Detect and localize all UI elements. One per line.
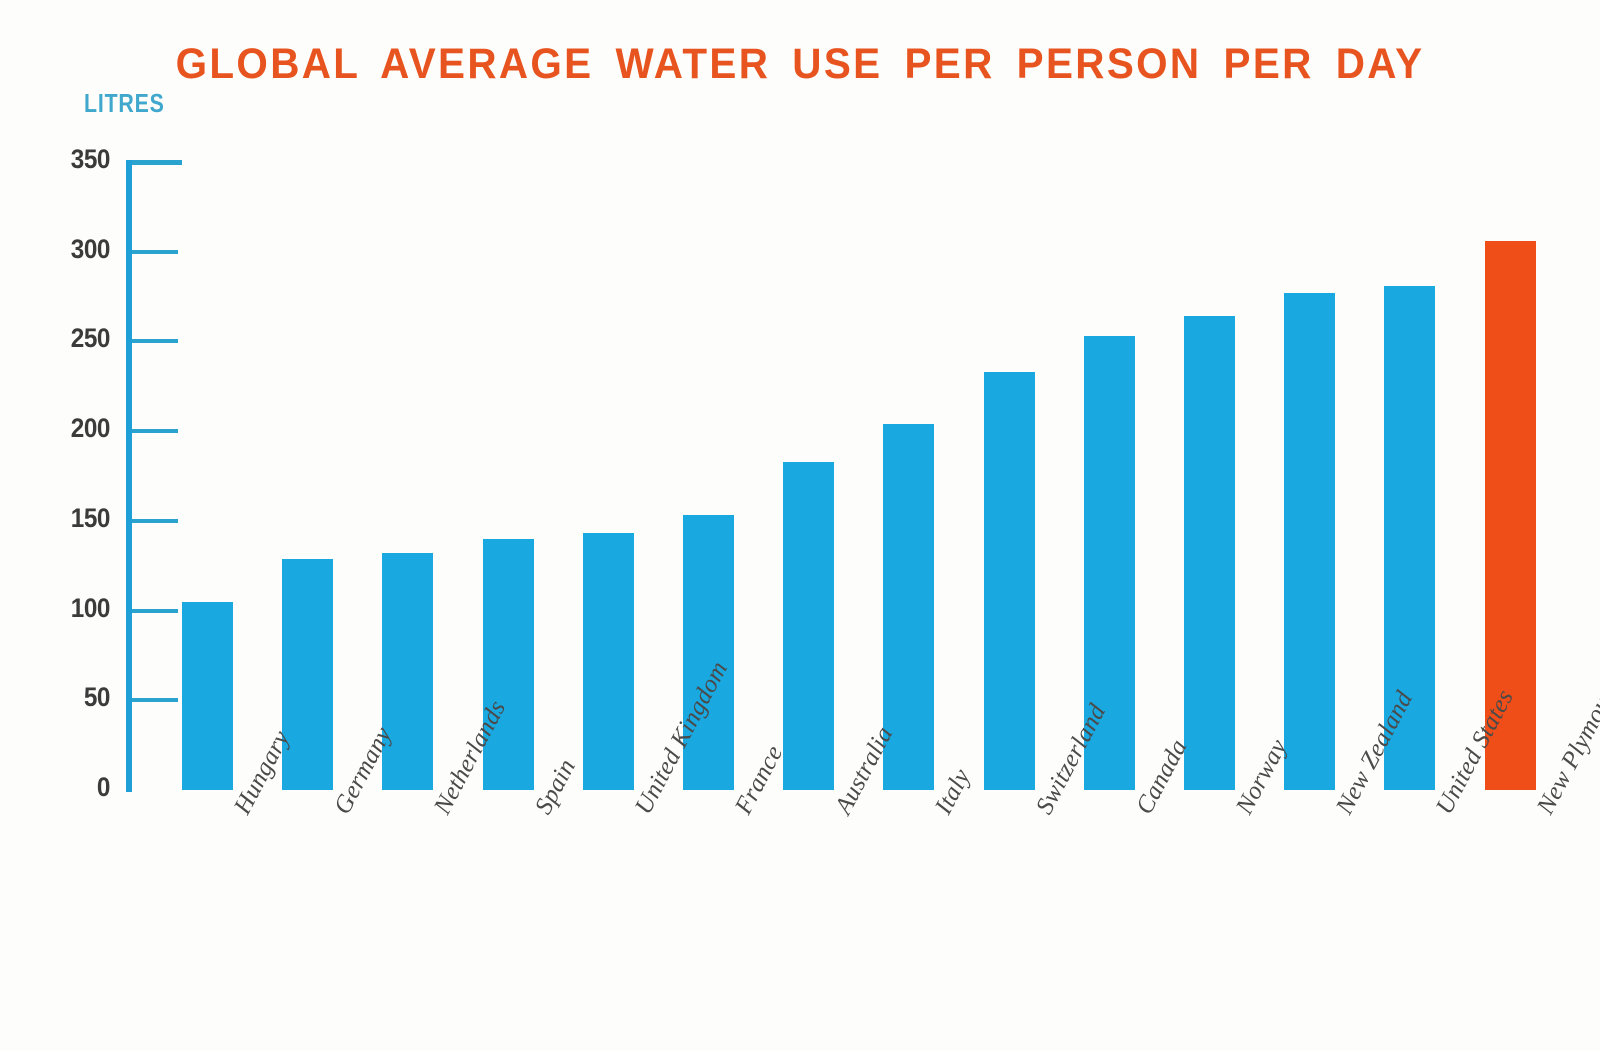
- bar-hungary[interactable]: [182, 601, 233, 790]
- y-axis-tick-label: 350: [70, 144, 111, 174]
- y-axis-tick-label: 250: [70, 323, 111, 354]
- y-axis-tick: [132, 249, 178, 254]
- bar-canada[interactable]: [1083, 336, 1135, 790]
- bar-netherlands[interactable]: [382, 553, 434, 790]
- y-axis-tick: [132, 698, 178, 703]
- y-axis-line: [126, 160, 132, 792]
- category-label-new-plymouth: New Plymouth: [1531, 674, 1600, 819]
- page-title: GLOBAL AVERAGE WATER USE PER PERSON PER …: [175, 40, 1425, 88]
- y-axis-tick: [132, 518, 178, 523]
- y-axis-tick: [132, 339, 178, 344]
- bar-australia[interactable]: [783, 461, 835, 790]
- category-label-italy: Italy: [930, 764, 977, 819]
- y-axis-tick-label: 200: [70, 413, 111, 444]
- bar-new-plymouth[interactable]: [1484, 240, 1536, 790]
- bar-united-kingdom[interactable]: [582, 533, 634, 790]
- bar-italy[interactable]: [883, 423, 935, 790]
- category-label-france: France: [730, 741, 789, 819]
- y-axis-tick: [132, 160, 182, 165]
- bar-spain[interactable]: [482, 538, 534, 790]
- bar-france[interactable]: [683, 515, 734, 790]
- y-axis-tick: [132, 608, 178, 613]
- category-label-spain: Spain: [529, 754, 581, 819]
- y-axis-tick-label: 150: [70, 502, 111, 533]
- bar-switzerland[interactable]: [983, 371, 1035, 790]
- bar-united-states[interactable]: [1384, 285, 1436, 790]
- y-axis-tick-label: 50: [83, 682, 111, 713]
- y-axis-tick: [132, 429, 178, 434]
- y-axis-tick-label: 0: [96, 772, 111, 802]
- bar-germany[interactable]: [282, 558, 334, 790]
- bar-norway[interactable]: [1184, 316, 1235, 790]
- bar-new-zealand[interactable]: [1284, 292, 1336, 790]
- y-axis-tick-label: 100: [70, 592, 111, 623]
- y-axis-unit-label: LITRES: [84, 88, 165, 118]
- y-axis-tick-label: 300: [70, 233, 111, 264]
